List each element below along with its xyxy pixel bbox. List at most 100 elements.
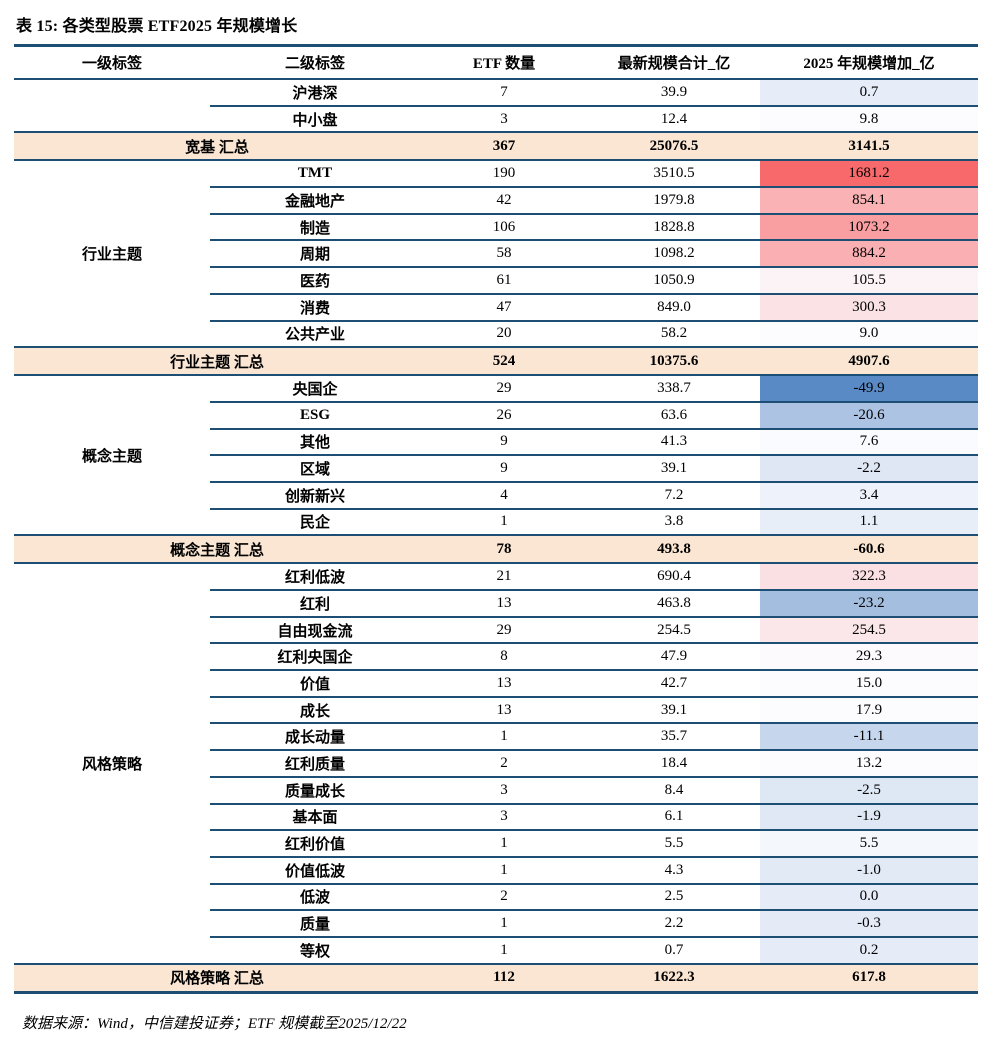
etf-count-cell: 21 <box>420 563 588 591</box>
change-2025-cell: 13.2 <box>760 750 978 778</box>
latest-total-cell: 47.9 <box>588 643 760 672</box>
etf-count-cell: 4 <box>420 481 588 510</box>
row-sublabel: 央国企 <box>210 375 420 403</box>
row-sublabel: 沪港深 <box>210 79 420 107</box>
latest-total-cell: 39.1 <box>588 696 760 725</box>
col-header-etf-count: ETF 数量 <box>420 44 588 80</box>
change-2025-cell: -1.9 <box>760 803 978 832</box>
data-row: 等权 1 0.7 0.2 <box>14 936 978 965</box>
latest-total-cell: 41.3 <box>588 428 760 457</box>
change-2025-cell: 884.2 <box>760 240 978 269</box>
etf-count-cell: 13 <box>420 590 588 618</box>
row-sublabel: 成长动量 <box>210 723 420 752</box>
group-label: 概念主题 <box>81 448 142 465</box>
etf-count-cell: 13 <box>420 696 588 725</box>
summary-row: 宽基 汇总 367 25076.5 3141.5 <box>14 131 978 162</box>
data-row: 金融地产 42 1979.8 854.1 <box>14 187 978 215</box>
change-2025-cell: 0.2 <box>760 936 978 965</box>
etf-count-cell: 3 <box>420 105 588 134</box>
change-2025-cell: 1.1 <box>760 508 978 537</box>
etf-count-cell: 1 <box>420 508 588 537</box>
latest-total-cell: 849.0 <box>588 293 760 322</box>
row-sublabel: 创新新兴 <box>210 481 420 510</box>
data-row: 红利央国企 8 47.9 29.3 <box>14 643 978 672</box>
latest-total-cell: 463.8 <box>588 590 760 618</box>
data-row: 成长动量 1 35.7 -11.1 <box>14 723 978 752</box>
table-header: 一级标签 二级标签 ETF 数量 最新规模合计_亿 2025 年规模增加_亿 <box>14 44 978 80</box>
col-header-2025-change: 2025 年规模增加_亿 <box>760 44 978 80</box>
data-row: 制造 106 1828.8 1073.2 <box>14 213 978 242</box>
etf-count-cell: 9 <box>420 428 588 457</box>
row-sublabel: 医药 <box>210 267 420 295</box>
latest-total-cell: 39.9 <box>588 79 760 107</box>
change-2025-cell: -2.5 <box>760 776 978 805</box>
latest-total-cell: 3510.5 <box>588 160 760 189</box>
row-sublabel: TMT <box>210 160 420 189</box>
latest-total-cell: 1098.2 <box>588 240 760 269</box>
latest-total-cell: 8.4 <box>588 776 760 805</box>
summary-label: 风格策略 汇总 <box>14 962 420 994</box>
etf-count-cell: 190 <box>420 160 588 189</box>
summary-label: 行业主题 汇总 <box>14 346 420 377</box>
change-2025-cell: 322.3 <box>760 563 978 591</box>
latest-total-cell: 35.7 <box>588 723 760 752</box>
change-2025-cell: 15.0 <box>760 670 978 698</box>
summary-latest-total: 1622.3 <box>588 962 760 994</box>
row-sublabel: 自由现金流 <box>210 616 420 645</box>
etf-count-cell: 3 <box>420 776 588 805</box>
summary-row: 行业主题 汇总 524 10375.6 4907.6 <box>14 346 978 377</box>
data-row: 红利价值 1 5.5 5.5 <box>14 830 978 858</box>
latest-total-cell: 2.2 <box>588 910 760 938</box>
data-row: 消费 47 849.0 300.3 <box>14 293 978 322</box>
latest-total-cell: 3.8 <box>588 508 760 537</box>
summary-etf-count: 112 <box>420 962 588 994</box>
row-sublabel: 制造 <box>210 213 420 242</box>
summary-etf-count: 78 <box>420 534 588 565</box>
data-row: 成长 13 39.1 17.9 <box>14 696 978 725</box>
row-sublabel: 成长 <box>210 696 420 725</box>
change-2025-cell: 9.0 <box>760 320 978 349</box>
col-header-level1-label: 一级标签 <box>14 44 210 80</box>
summary-row: 风格策略 汇总 112 1622.3 617.8 <box>14 962 978 994</box>
change-2025-cell: 300.3 <box>760 293 978 322</box>
latest-total-cell: 2.5 <box>588 883 760 912</box>
etf-count-cell: 42 <box>420 187 588 215</box>
change-2025-cell: -23.2 <box>760 590 978 618</box>
etf-count-cell: 8 <box>420 643 588 672</box>
change-2025-cell: 3.4 <box>760 481 978 510</box>
latest-total-cell: 4.3 <box>588 856 760 885</box>
etf-count-cell: 61 <box>420 267 588 295</box>
row-sublabel: 基本面 <box>210 803 420 832</box>
group-label: 风格策略 <box>81 756 142 773</box>
etf-count-cell: 3 <box>420 803 588 832</box>
etf-growth-table: 一级标签 二级标签 ETF 数量 最新规模合计_亿 2025 年规模增加_亿 沪… <box>14 44 978 994</box>
etf-count-cell: 106 <box>420 213 588 242</box>
etf-count-cell: 1 <box>420 936 588 965</box>
latest-total-cell: 18.4 <box>588 750 760 778</box>
summary-change-2025: 4907.6 <box>760 346 978 377</box>
change-2025-cell: 7.6 <box>760 428 978 457</box>
change-2025-cell: -0.3 <box>760 910 978 938</box>
latest-total-cell: 7.2 <box>588 481 760 510</box>
col-header-level2-label: 二级标签 <box>210 44 420 80</box>
col-header-latest-total: 最新规模合计_亿 <box>588 44 760 80</box>
data-row: 医药 61 1050.9 105.5 <box>14 267 978 295</box>
header-row: 一级标签 二级标签 ETF 数量 最新规模合计_亿 2025 年规模增加_亿 <box>14 44 978 80</box>
summary-change-2025: -60.6 <box>760 534 978 565</box>
change-2025-cell: -49.9 <box>760 375 978 403</box>
row-sublabel: 消费 <box>210 293 420 322</box>
summary-etf-count: 367 <box>420 131 588 162</box>
row-sublabel: 等权 <box>210 936 420 965</box>
etf-count-cell: 29 <box>420 375 588 403</box>
etf-count-cell: 2 <box>420 883 588 912</box>
latest-total-cell: 1979.8 <box>588 187 760 215</box>
summary-change-2025: 617.8 <box>760 962 978 994</box>
etf-count-cell: 58 <box>420 240 588 269</box>
change-2025-cell: 17.9 <box>760 696 978 725</box>
etf-count-cell: 7 <box>420 79 588 107</box>
latest-total-cell: 5.5 <box>588 830 760 858</box>
latest-total-cell: 0.7 <box>588 936 760 965</box>
table-title: 表 15: 各类型股票 ETF2025 年规模增长 <box>16 18 298 35</box>
etf-count-cell: 2 <box>420 750 588 778</box>
summary-row: 概念主题 汇总 78 493.8 -60.6 <box>14 534 978 565</box>
